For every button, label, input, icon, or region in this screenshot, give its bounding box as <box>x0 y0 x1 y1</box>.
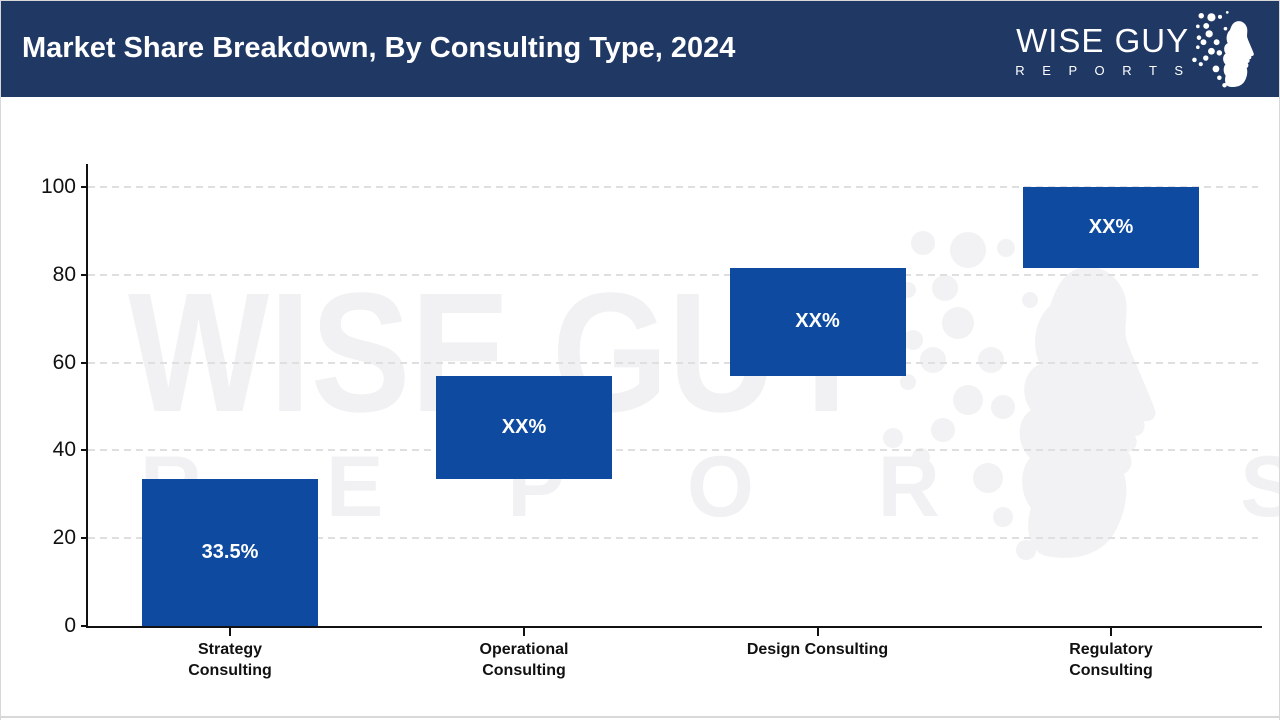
y-tick-label-100: 100 <box>40 175 76 198</box>
logo-wordmark: WISE GUY <box>1016 22 1190 59</box>
page-title: Market Share Breakdown, By Consulting Ty… <box>22 32 736 64</box>
bar-2: XX% <box>729 268 906 376</box>
y-tick-40 <box>81 449 88 452</box>
logo-text: WISE GUY R E P O R T S <box>1015 22 1190 78</box>
bar-value-label: 33.5% <box>201 540 259 563</box>
x-tick-3 <box>1110 628 1112 636</box>
x-category-label-2: Design Consulting <box>746 641 889 658</box>
y-tick-100 <box>81 186 88 188</box>
x-tick-1 <box>523 628 525 636</box>
x-category-label-3: Regulatory Consulting <box>1069 641 1153 679</box>
gridline-40 <box>88 449 1258 452</box>
gridline-60 <box>88 361 1258 364</box>
y-tick-label-0: 0 <box>64 614 76 637</box>
bar-value-label: XX% <box>501 415 547 438</box>
x-tick-2 <box>816 628 819 636</box>
bar-3: XX% <box>1023 187 1199 269</box>
bar-1: XX% <box>436 375 612 479</box>
y-tick-label-20: 20 <box>52 526 76 550</box>
x-category-label-0: Strategy Consulting <box>188 641 272 679</box>
bar-value-label: XX% <box>1088 216 1134 239</box>
wise-guy-logo: WISE GUY R E P O R T S <box>1012 0 1262 97</box>
y-tick-label-80: 80 <box>52 262 76 286</box>
logo-head-icon <box>1190 6 1260 92</box>
y-tick-80 <box>81 273 88 276</box>
gridline-20 <box>88 537 1258 540</box>
footer-rule <box>0 716 1280 718</box>
gridline-80 <box>88 273 1258 276</box>
bar-value-label: XX% <box>795 310 840 333</box>
gridline-100 <box>88 186 1258 188</box>
bar-0: 33.5% <box>142 478 318 626</box>
y-tick-20 <box>81 537 88 540</box>
logo-subtitle: R E P O R T S <box>1015 63 1190 78</box>
y-tick-label-60: 60 <box>52 350 76 374</box>
y-tick-label-40: 40 <box>52 438 76 462</box>
header-bar: Market Share Breakdown, By Consulting Ty… <box>0 0 1280 97</box>
x-tick-0 <box>229 628 231 636</box>
y-tick-60 <box>81 361 88 364</box>
x-axis-line <box>86 626 1262 628</box>
x-category-label-1: Operational Consulting <box>479 641 569 679</box>
y-tick-0 <box>81 625 88 627</box>
y-axis-line <box>86 164 88 628</box>
